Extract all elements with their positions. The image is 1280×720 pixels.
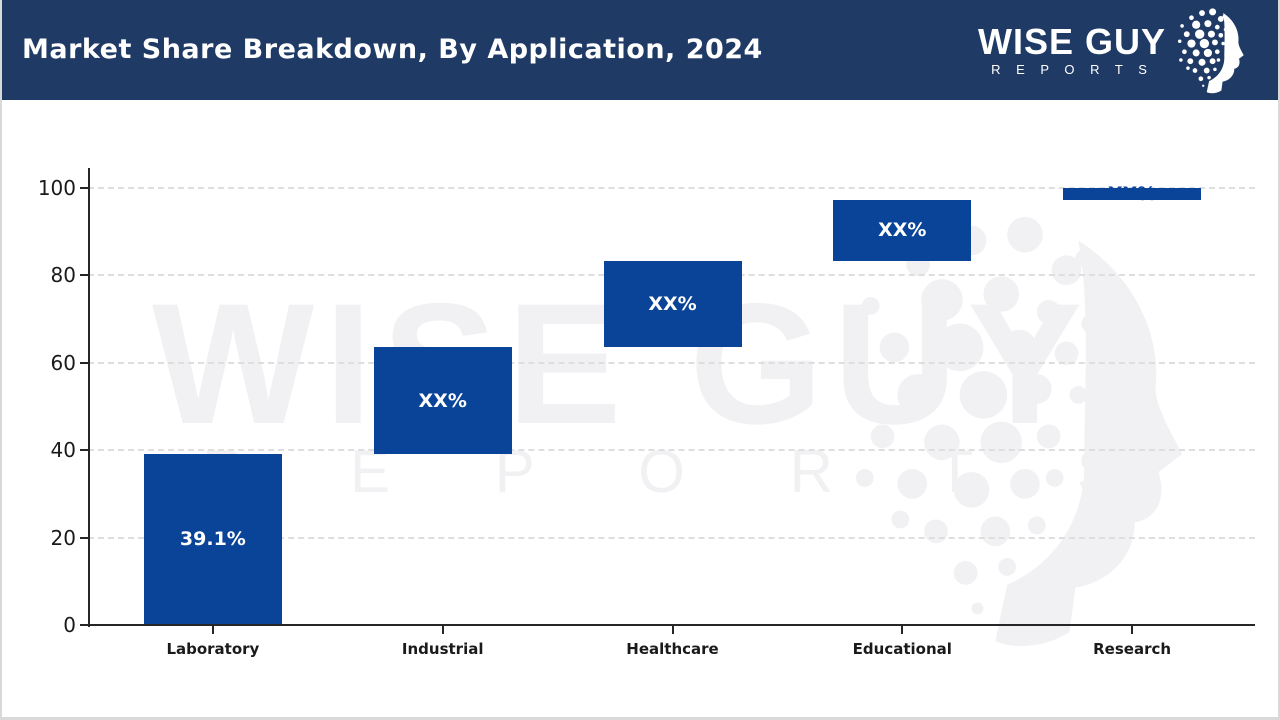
x-tick-label-laboratory: Laboratory	[166, 640, 260, 658]
gridline-20	[88, 536, 1255, 539]
gridline-60	[88, 361, 1255, 364]
wiseguy-head-icon	[1177, 8, 1244, 94]
y-tick-60	[80, 361, 88, 364]
x-tick-laboratory	[211, 626, 214, 634]
y-axis-spine	[88, 168, 90, 627]
bar-educational	[833, 199, 972, 261]
logo-tagline: R E P O R T S	[991, 61, 1153, 77]
x-tick-research	[1131, 626, 1134, 634]
bar-label-industrial: XX%	[418, 389, 467, 412]
bar-research	[1063, 187, 1202, 200]
y-tick-label-40: 40	[50, 438, 76, 462]
y-tick-label-60: 60	[50, 350, 76, 375]
gridline-40	[88, 449, 1255, 451]
wiseguy-logo: WISE GUY R E P O R T S	[978, 6, 1272, 94]
logo-name: WISE GUY	[977, 21, 1166, 63]
y-tick-label-80: 80	[50, 263, 76, 287]
bar-label-research: XX%	[1107, 182, 1157, 205]
page-title: Market Share Breakdown, By Application, …	[22, 34, 763, 65]
y-tick-80	[80, 274, 88, 276]
x-tick-label-research: Research	[1093, 640, 1172, 658]
gridline-100	[88, 186, 1255, 189]
x-tick-educational	[901, 626, 904, 634]
wiseguy-logo-text: WISE GUY R E P O R T S	[978, 23, 1166, 77]
bar-industrial	[373, 347, 512, 454]
report-header: Market Share Breakdown, By Application, …	[2, 0, 1278, 100]
y-tick-100	[80, 186, 88, 189]
x-tick-label-educational: Educational	[852, 640, 952, 658]
x-tick-healthcare	[671, 626, 674, 634]
y-tick-label-0: 0	[63, 613, 76, 637]
bar-label-healthcare: XX%	[648, 293, 697, 316]
y-tick-20	[80, 536, 88, 539]
x-tick-label-industrial: Industrial	[401, 640, 484, 658]
bar-label-laboratory: 39.1%	[179, 528, 246, 551]
x-axis-spine	[88, 624, 1255, 626]
x-tick-label-healthcare: Healthcare	[626, 640, 719, 658]
y-tick-40	[80, 449, 88, 451]
bar-label-educational: XX%	[878, 219, 927, 242]
y-tick-label-100: 100	[37, 175, 76, 200]
y-tick-0	[80, 624, 88, 626]
bar-healthcare	[603, 261, 742, 348]
bar-laboratory	[143, 453, 282, 625]
x-tick-industrial	[441, 626, 444, 634]
y-tick-label-20: 20	[50, 525, 76, 550]
watermark-head-icon	[849, 216, 1183, 647]
